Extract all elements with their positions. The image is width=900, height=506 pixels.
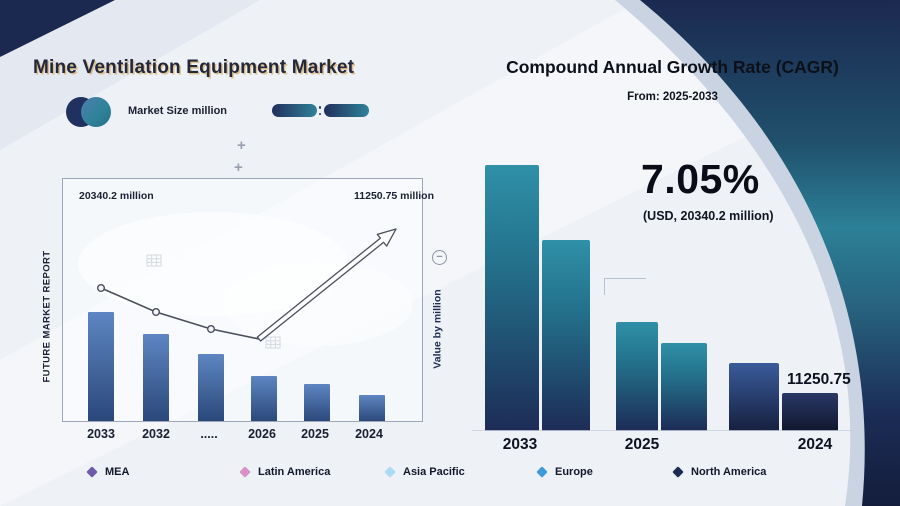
left-y-axis-label: FUTURE MARKET REPORT [41,250,53,383]
left-x-label-2033: 2033 [87,427,115,441]
cagr-bar-2033-b [542,240,590,431]
legend-item-mea: MEA [86,466,130,478]
gradient-pill-icon [272,104,317,117]
right-baseline [472,430,858,431]
left-chart-panel: 20340.2 million 11250.75 million [62,178,434,422]
cagr-bar-2025-a [616,322,658,431]
legend-item-asia-pacific: Asia Pacific [384,466,465,478]
plus-decoration: + [234,159,243,176]
market-size-label: Market Size million [128,105,228,117]
legend-marker-icon [536,466,548,478]
right-swoosh [640,0,900,506]
left-x-label-2025: 2025 [301,427,329,441]
left-x-label-2026: 2026 [248,427,276,441]
corner-shade [0,0,260,150]
right-chart-title: Compound Annual Growth Rate (CAGR) [506,57,839,77]
grid-icon [146,254,162,267]
legend-item-north-america: North America [672,466,767,478]
legend-label: North America [691,466,767,478]
cagr-bar-2033-a [485,165,539,431]
left-x-label-2024: 2024 [355,427,383,441]
step-decoration [604,278,646,295]
trend-line [97,283,260,340]
legend-label: MEA [105,466,130,478]
bar-value-label: 11250.75 [787,371,851,388]
right-x-label-2033: 2033 [502,436,538,453]
left-chart-min-value: 11250.75 million [354,190,434,202]
legend-item-europe: Europe [536,466,593,478]
right-x-label-2024: 2024 [797,436,833,453]
cagr-bar-2025-b [661,343,707,431]
legend-marker-icon [86,466,98,478]
gradient-pill-icon [324,104,369,117]
legend-label: Europe [555,466,593,478]
trend-arrow-icon [256,228,397,342]
right-y-axis-label: Value by million [431,289,444,369]
legend-marker-icon [239,466,251,478]
cagr-value: 7.05% [641,156,760,202]
legend-label: Latin America [258,466,331,478]
legend-marker-icon [672,466,684,478]
cagr-bar-2024-a [729,363,779,431]
pill-separator-icon [318,106,322,115]
right-chart-subtitle: From: 2025-2033 [627,91,718,103]
circle-teal-icon [81,97,111,127]
cloud-watermark [78,212,413,346]
market-size-icon [66,96,114,128]
left-chart-graphic [78,212,413,421]
bars-group [88,312,385,421]
left-chart-max-value: 20340.2 million [79,190,154,202]
left-x-label-2032: 2032 [142,427,170,441]
left-x-label-dots: ..... [200,427,218,441]
legend-marker-icon [384,466,396,478]
minus-icon: − [432,250,447,265]
right-x-label-2025: 2025 [624,436,660,453]
left-chart-title: Mine Ventilation Equipment Market [33,57,355,78]
cagr-bar-2024-b [782,393,838,431]
legend-label: Asia Pacific [403,466,465,478]
plus-decoration: + [237,137,246,154]
legend-item-latin-america: Latin America [239,466,331,478]
cagr-caption: (USD, 20340.2 million) [643,209,774,223]
corner-triangle [0,0,115,57]
grid-icon [265,336,281,349]
